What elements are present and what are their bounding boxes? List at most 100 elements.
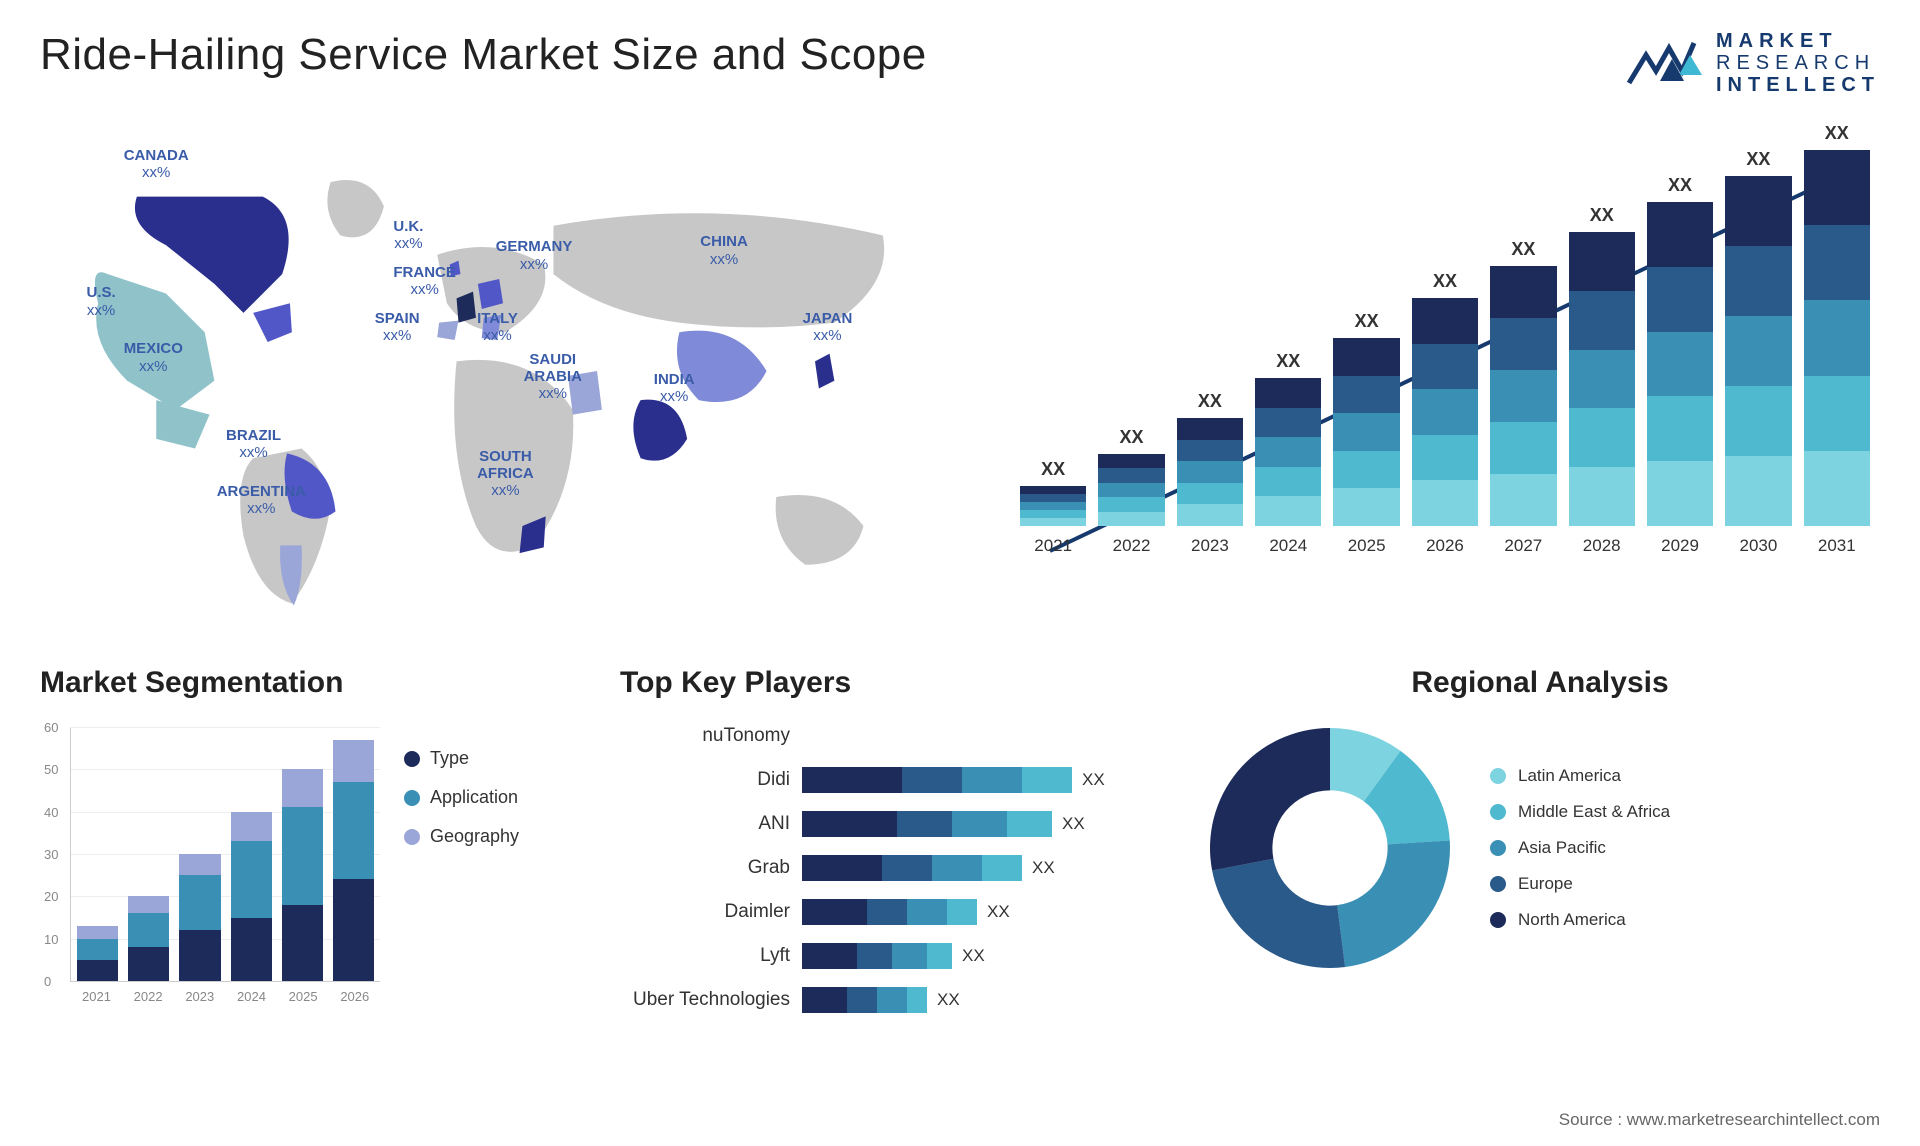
growth-seg [1098,512,1164,526]
legend-swatch [1490,840,1506,856]
seg-x-tick: 2025 [289,989,318,1004]
seg-bar-seg [77,939,118,960]
map-label-india: INDIAxx% [654,371,695,406]
legend-label: Latin America [1518,766,1621,786]
kp-value: XX [1082,770,1105,790]
growth-year-label: 2022 [1113,536,1151,556]
kp-seg [857,943,892,969]
kp-row: Uber Technologies XX [620,982,1180,1018]
growth-seg [1569,291,1635,350]
growth-seg [1177,504,1243,526]
map-land [95,180,884,605]
seg-legend-item: Type [404,748,519,769]
growth-seg [1647,332,1713,397]
seg-bar-seg [77,926,118,939]
seg-y-tick: 0 [44,974,51,989]
growth-stack [1412,298,1478,526]
growth-seg [1333,338,1399,376]
region-legend-item: Europe [1490,874,1670,894]
logo-text: MARKET RESEARCH INTELLECT [1716,30,1880,96]
growth-seg [1490,370,1556,422]
map-label-china: CHINAxx% [700,233,748,268]
map-label-germany: GERMANYxx% [496,238,573,273]
page-title: Ride-Hailing Service Market Size and Sco… [40,30,927,80]
world-map: CANADAxx%U.S.xx%MEXICOxx%BRAZILxx%ARGENT… [40,116,970,626]
legend-label: Middle East & Africa [1518,802,1670,822]
kp-name: Uber Technologies [620,989,790,1011]
region-mexico [156,400,209,448]
legend-swatch [1490,804,1506,820]
seg-x-tick: 2023 [185,989,214,1004]
seg-x-tick: 2021 [82,989,111,1004]
growth-seg [1412,344,1478,390]
growth-chart: XX2021XX2022XX2023XX2024XX2025XX2026XX20… [1010,116,1880,626]
regional-title: Regional Analysis [1200,666,1880,700]
seg-y-tick: 50 [44,762,58,777]
growth-seg [1804,300,1870,375]
map-label-saudi-arabia: SAUDIARABIAxx% [524,351,582,403]
kp-seg [927,943,952,969]
key-players-panel: Top Key Players nuTonomyDidiXXANIXXGrabX… [620,666,1180,1018]
growth-seg [1569,350,1635,409]
growth-seg [1569,408,1635,467]
growth-seg [1490,474,1556,526]
seg-bar-seg [282,905,323,981]
growth-seg [1020,486,1086,494]
kp-bar-wrap: XX [802,987,1122,1013]
seg-y-tick: 40 [44,805,58,820]
segmentation-title: Market Segmentation [40,666,600,700]
kp-seg [1022,767,1072,793]
growth-seg [1725,176,1791,246]
seg-bar-seg [179,875,220,930]
map-label-canada: CANADAxx% [124,147,189,182]
kp-seg [802,987,847,1013]
seg-bar-seg [231,812,272,842]
growth-seg [1647,396,1713,461]
growth-stack [1333,338,1399,526]
regional-legend: Latin America Middle East & Africa Asia Pa… [1490,766,1670,930]
growth-stack [1490,266,1556,526]
growth-seg [1412,480,1478,526]
kp-seg [907,899,947,925]
map-label-spain: SPAINxx% [375,310,420,345]
seg-bar-seg [282,807,323,904]
legend-swatch [404,829,420,845]
growth-seg [1725,456,1791,526]
growth-seg [1412,435,1478,481]
growth-seg [1255,378,1321,408]
growth-year-label: 2024 [1269,536,1307,556]
seg-y-tick: 60 [44,720,58,735]
seg-bar-seg [333,782,374,879]
growth-seg [1098,454,1164,468]
seg-y-tick: 30 [44,847,58,862]
seg-bar-seg [179,854,220,875]
donut-slice [1210,728,1330,870]
region-india [633,400,687,461]
kp-bar [802,899,977,925]
kp-seg [802,767,902,793]
logo-icon [1624,33,1704,93]
growth-year-label: 2027 [1504,536,1542,556]
growth-seg [1569,232,1635,291]
seg-legend-item: Application [404,787,519,808]
legend-label: Application [430,787,518,808]
growth-year-label: 2026 [1426,536,1464,556]
map-label-brazil: BRAZILxx% [226,427,281,462]
seg-col-2026 [333,740,374,981]
growth-seg [1020,494,1086,502]
growth-seg [1255,437,1321,467]
growth-seg [1255,408,1321,438]
seg-y-tick: 20 [44,889,58,904]
kp-value: XX [1032,858,1055,878]
kp-value: XX [1062,814,1085,834]
growth-stack [1098,454,1164,526]
kp-row: Didi XX [620,762,1180,798]
growth-stack [1804,150,1870,526]
map-label-italy: ITALYxx% [477,310,518,345]
kp-seg [982,855,1022,881]
kp-row: LyftXX [620,938,1180,974]
kp-seg [897,811,952,837]
kp-name: Didi [620,769,790,791]
region-legend-item: Asia Pacific [1490,838,1670,858]
kp-seg [802,855,882,881]
